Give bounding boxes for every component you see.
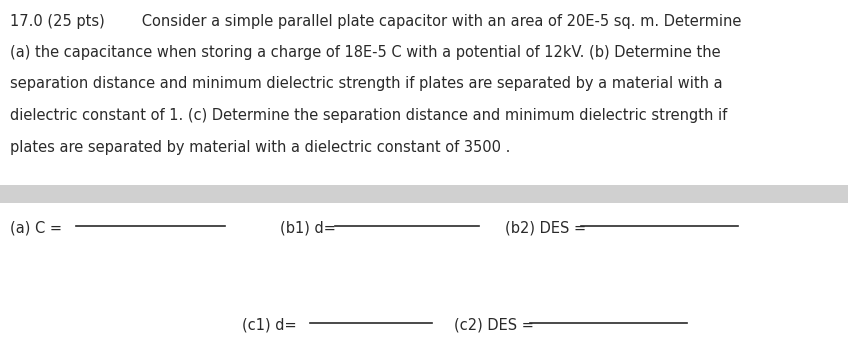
Text: (a) the capacitance when storing a charge of 18E-5 C with a potential of 12kV. (: (a) the capacitance when storing a charg… — [10, 45, 721, 60]
Text: (a) C =: (a) C = — [10, 221, 67, 236]
Text: dielectric constant of 1. (c) Determine the separation distance and minimum diel: dielectric constant of 1. (c) Determine … — [10, 108, 728, 123]
Polygon shape — [0, 185, 848, 203]
Text: 17.0 (25 pts)        Consider a simple parallel plate capacitor with an area of : 17.0 (25 pts) Consider a simple parallel… — [10, 14, 741, 29]
Text: separation distance and minimum dielectric strength if plates are separated by a: separation distance and minimum dielectr… — [10, 76, 722, 92]
Text: (b1) d=: (b1) d= — [280, 221, 336, 236]
Text: (c2) DES =: (c2) DES = — [454, 318, 538, 333]
Text: plates are separated by material with a dielectric constant of 3500 .: plates are separated by material with a … — [10, 140, 510, 155]
Text: (c1) d=: (c1) d= — [242, 318, 296, 333]
Text: (b2) DES =: (b2) DES = — [505, 221, 590, 236]
